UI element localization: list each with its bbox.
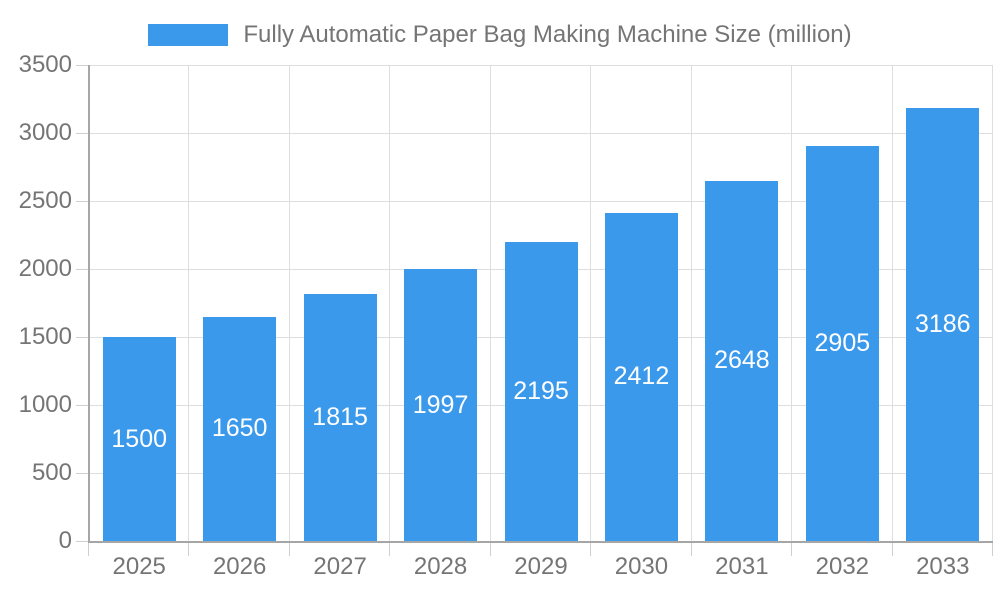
bar-2025[interactable]: 1500 bbox=[102, 337, 176, 541]
y-axis-tick-label: 1500 bbox=[18, 323, 72, 350]
bar-2030[interactable]: 2412 bbox=[604, 212, 678, 541]
x-axis-tick-label: 2029 bbox=[514, 553, 568, 580]
gridline-vertical bbox=[791, 65, 793, 541]
bar-2029[interactable]: 2195 bbox=[504, 242, 578, 541]
y-axis-tick-label: 3000 bbox=[18, 119, 72, 146]
y-axis-line bbox=[88, 65, 90, 543]
x-axis-tick-label: 2027 bbox=[313, 553, 367, 580]
x-axis-tick-label: 2030 bbox=[614, 553, 669, 580]
bar-2026[interactable]: 1650 bbox=[203, 316, 277, 541]
y-axis-tick bbox=[76, 405, 89, 406]
x-axis-tick bbox=[489, 543, 491, 556]
bar-value-label: 2648 bbox=[714, 346, 770, 375]
bar-value-label: 1500 bbox=[111, 424, 168, 453]
y-axis-tick-label: 2000 bbox=[18, 255, 72, 282]
gridline-vertical bbox=[188, 65, 190, 541]
x-axis-tick bbox=[88, 543, 89, 556]
gridline-horizontal bbox=[89, 133, 993, 134]
x-axis-line bbox=[88, 541, 993, 543]
x-axis-tick-label: 2025 bbox=[112, 553, 166, 580]
x-axis-tick bbox=[992, 543, 993, 556]
legend[interactable]: Fully Automatic Paper Bag Making Machine… bbox=[0, 21, 1000, 48]
bar-value-label: 2905 bbox=[814, 328, 871, 357]
bar-value-label: 2195 bbox=[513, 377, 569, 406]
x-axis-tick bbox=[791, 543, 793, 556]
y-axis-tick-label: 3500 bbox=[18, 51, 72, 78]
x-axis-tick bbox=[891, 543, 893, 556]
gridline-horizontal bbox=[89, 201, 993, 202]
x-axis-tick-label: 2033 bbox=[916, 553, 970, 580]
x-axis-tick-label: 2032 bbox=[815, 553, 870, 580]
y-axis-tick-label: 0 bbox=[58, 527, 72, 554]
bar-2028[interactable]: 1997 bbox=[404, 269, 478, 541]
y-axis-tick bbox=[76, 65, 89, 66]
gridline-vertical bbox=[992, 65, 993, 541]
x-axis-tick bbox=[188, 543, 190, 556]
bar-value-label: 1815 bbox=[312, 403, 368, 432]
bar-value-label: 1997 bbox=[412, 390, 469, 419]
y-axis-tick bbox=[76, 133, 89, 134]
legend-label: Fully Automatic Paper Bag Making Machine… bbox=[243, 21, 852, 48]
bar-2033[interactable]: 3186 bbox=[906, 107, 980, 541]
y-axis-tick-label: 500 bbox=[31, 459, 72, 486]
bar-value-label: 3186 bbox=[914, 309, 971, 338]
plot-area: 1500 1650 1815 1997 2195 2412 2648 2905 3186 bbox=[89, 65, 993, 541]
bar-2032[interactable]: 2905 bbox=[805, 145, 879, 541]
x-axis-tick bbox=[288, 543, 290, 556]
gridline-vertical bbox=[690, 65, 692, 541]
y-axis-tick-label: 1000 bbox=[18, 391, 72, 418]
x-axis-tick bbox=[389, 543, 391, 556]
gridline-vertical bbox=[288, 65, 290, 541]
y-axis-tick bbox=[76, 201, 89, 202]
x-axis-tick bbox=[690, 543, 692, 556]
gridline-vertical bbox=[389, 65, 391, 541]
y-axis-tick bbox=[76, 269, 89, 270]
legend-swatch[interactable] bbox=[148, 24, 229, 46]
bar-value-label: 1650 bbox=[211, 414, 268, 443]
x-axis-tick-label: 2031 bbox=[715, 553, 769, 580]
x-axis-tick bbox=[590, 543, 592, 556]
bar-2031[interactable]: 2648 bbox=[705, 180, 779, 541]
gridline-vertical bbox=[590, 65, 592, 541]
bar-2027[interactable]: 1815 bbox=[303, 294, 377, 541]
y-axis-tick bbox=[76, 337, 89, 338]
y-axis-tick-label: 2500 bbox=[18, 187, 72, 214]
gridline-vertical bbox=[891, 65, 893, 541]
bar-value-label: 2412 bbox=[613, 362, 670, 391]
x-axis-tick-label: 2026 bbox=[212, 553, 267, 580]
y-axis-tick bbox=[76, 541, 89, 542]
gridline-horizontal bbox=[89, 65, 993, 66]
gridline-vertical bbox=[489, 65, 491, 541]
y-axis-tick bbox=[76, 473, 89, 474]
x-axis-tick-label: 2028 bbox=[413, 553, 468, 580]
